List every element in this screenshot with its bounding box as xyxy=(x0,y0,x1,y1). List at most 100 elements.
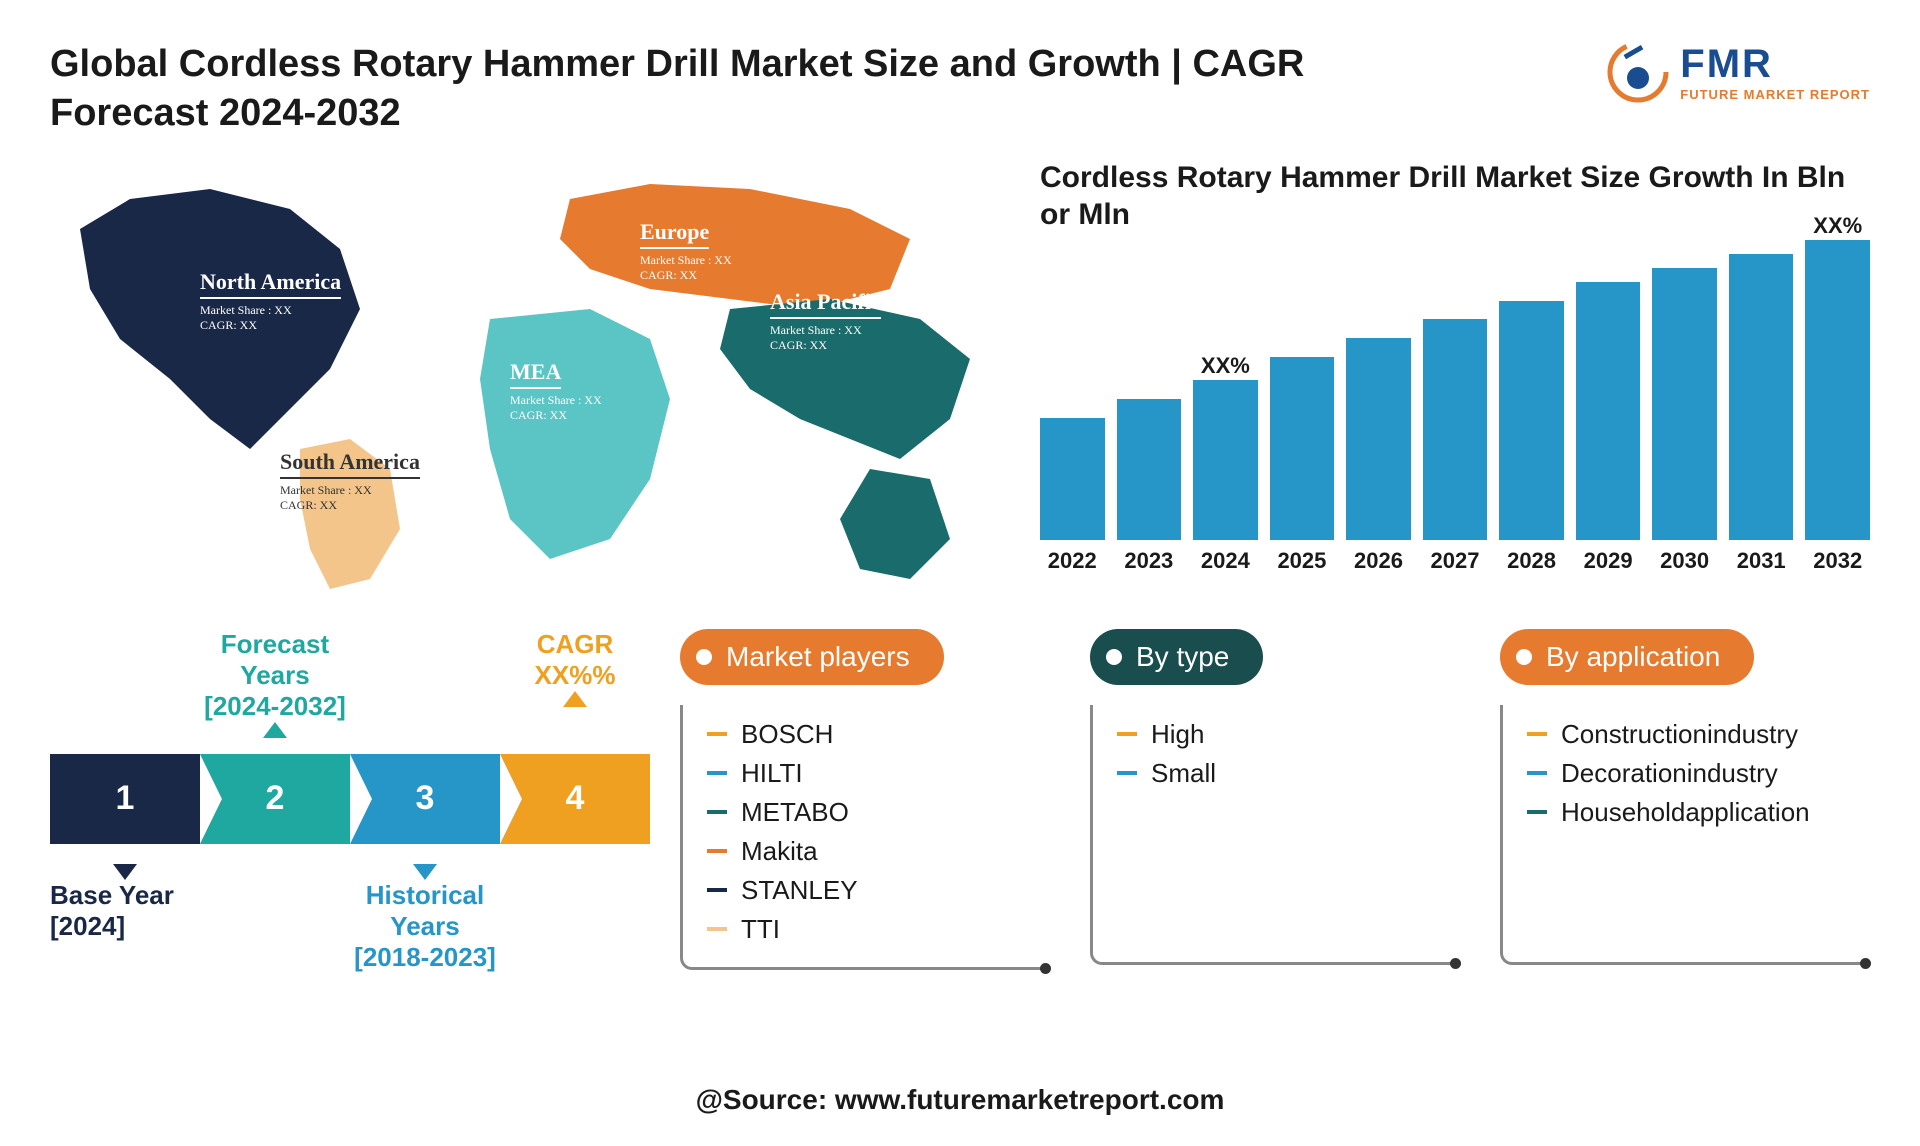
cagr-label: CAGRXX%% xyxy=(500,629,650,744)
region-label: Europe Market Share : XX CAGR: XX xyxy=(640,219,732,284)
category-item: Makita xyxy=(707,836,1040,867)
region-label: North America Market Share : XX CAGR: XX xyxy=(200,269,341,334)
growth-chart: Cordless Rotary Hammer Drill Market Size… xyxy=(1040,159,1870,599)
timeline-segment: 3 xyxy=(350,754,500,844)
category-item-label: Householdapplication xyxy=(1561,797,1810,828)
bar-label: 2026 xyxy=(1354,548,1403,574)
dot-icon xyxy=(696,649,712,665)
category-header-label: By application xyxy=(1546,641,1720,673)
logo: FMR FUTURE MARKET REPORT xyxy=(1606,40,1870,104)
bar xyxy=(1576,282,1641,540)
timeline-segment: 2 xyxy=(200,754,350,844)
tick-icon xyxy=(707,732,727,736)
category-item: TTI xyxy=(707,914,1040,945)
bar-wrap: 2028 xyxy=(1499,301,1564,574)
tick-icon xyxy=(1117,771,1137,775)
page-title: Global Cordless Rotary Hammer Drill Mark… xyxy=(50,40,1450,139)
dot-icon xyxy=(1106,649,1122,665)
region-share: Market Share : XX xyxy=(640,253,732,269)
category-item: Decorationindustry xyxy=(1527,758,1860,789)
category-items: Constructionindustry Decorationindustry … xyxy=(1500,705,1870,965)
bar-label: 2022 xyxy=(1048,548,1097,574)
bar xyxy=(1040,418,1105,540)
category-column: Market players BOSCH HILTI METABO Makita… xyxy=(680,629,1050,973)
bar-wrap: 2026 xyxy=(1346,338,1411,574)
region-name: Asia Pacific xyxy=(770,289,881,319)
bar xyxy=(1193,380,1258,539)
logo-icon xyxy=(1606,40,1670,104)
category-item-label: Small xyxy=(1151,758,1216,789)
categories-row: Market players BOSCH HILTI METABO Makita… xyxy=(680,629,1870,973)
bar xyxy=(1729,254,1794,540)
region-share: Market Share : XX xyxy=(280,483,420,499)
timeline-segment: 4 xyxy=(500,754,650,844)
category-items: BOSCH HILTI METABO Makita STANLEY TTI xyxy=(680,705,1050,970)
chart-title: Cordless Rotary Hammer Drill Market Size… xyxy=(1040,159,1870,234)
region-cagr: CAGR: XX xyxy=(640,268,732,284)
logo-main: FMR xyxy=(1680,42,1870,87)
bar-label: 2023 xyxy=(1124,548,1173,574)
timeline: Forecast Years[2024-2032] CAGRXX%% 1234 … xyxy=(50,629,650,973)
bars-container: 20222023XX%20242025202620272028202920302… xyxy=(1040,254,1870,574)
region-label: South America Market Share : XX CAGR: XX xyxy=(280,449,420,514)
region-share: Market Share : XX xyxy=(770,323,881,339)
region-label: Asia Pacific Market Share : XX CAGR: XX xyxy=(770,289,881,354)
category-header-label: Market players xyxy=(726,641,910,673)
header: Global Cordless Rotary Hammer Drill Mark… xyxy=(50,40,1870,139)
bar-wrap: 2025 xyxy=(1270,357,1335,574)
category-item: Small xyxy=(1117,758,1450,789)
tick-icon xyxy=(707,810,727,814)
category-item-label: High xyxy=(1151,719,1204,750)
bar-label: 2024 xyxy=(1201,548,1250,574)
category-header: By application xyxy=(1500,629,1754,685)
bar xyxy=(1499,301,1564,540)
region-cagr: CAGR: XX xyxy=(200,318,341,334)
bar xyxy=(1117,399,1182,540)
bar-wrap: 2022 xyxy=(1040,418,1105,574)
forecast-label: Forecast Years[2024-2032] xyxy=(200,629,350,744)
category-item: METABO xyxy=(707,797,1040,828)
bar-wrap: 2027 xyxy=(1423,319,1488,573)
bar xyxy=(1346,338,1411,540)
timeline-bar: 1234 xyxy=(50,754,650,844)
category-item: STANLEY xyxy=(707,875,1040,906)
bar-wrap: 2023 xyxy=(1117,399,1182,574)
region-label: MEA Market Share : XX CAGR: XX xyxy=(510,359,602,424)
bar-wrap: 2031 xyxy=(1729,254,1794,574)
bar xyxy=(1652,268,1717,540)
category-item-label: HILTI xyxy=(741,758,803,789)
timeline-segment: 1 xyxy=(50,754,200,844)
region-cagr: CAGR: XX xyxy=(280,498,420,514)
category-header-label: By type xyxy=(1136,641,1229,673)
category-column: By type High Small xyxy=(1090,629,1460,973)
source-text: @Source: www.futuremarketreport.com xyxy=(696,1084,1225,1116)
category-header: By type xyxy=(1090,629,1263,685)
category-item: High xyxy=(1117,719,1450,750)
region-name: North America xyxy=(200,269,341,299)
category-item-label: STANLEY xyxy=(741,875,858,906)
category-item-label: METABO xyxy=(741,797,849,828)
historical-label: Historical Years[2018-2023] xyxy=(350,858,500,973)
tick-icon xyxy=(707,849,727,853)
bar-label: 2031 xyxy=(1737,548,1786,574)
tick-icon xyxy=(707,927,727,931)
category-item-label: BOSCH xyxy=(741,719,833,750)
world-map: North America Market Share : XX CAGR: XX… xyxy=(50,159,1010,599)
region-name: South America xyxy=(280,449,420,479)
region-name: MEA xyxy=(510,359,561,389)
category-item-label: Constructionindustry xyxy=(1561,719,1798,750)
category-item: BOSCH xyxy=(707,719,1040,750)
region-cagr: CAGR: XX xyxy=(510,408,602,424)
category-item: Constructionindustry xyxy=(1527,719,1860,750)
category-header: Market players xyxy=(680,629,944,685)
category-item: Householdapplication xyxy=(1527,797,1860,828)
bar-label: 2025 xyxy=(1277,548,1326,574)
category-item-label: Decorationindustry xyxy=(1561,758,1778,789)
category-item: HILTI xyxy=(707,758,1040,789)
tick-icon xyxy=(707,888,727,892)
category-item-label: Makita xyxy=(741,836,818,867)
region-share: Market Share : XX xyxy=(200,303,341,319)
bar-annotation: XX% xyxy=(1201,353,1250,379)
region-cagr: CAGR: XX xyxy=(770,338,881,354)
tick-icon xyxy=(1527,732,1547,736)
